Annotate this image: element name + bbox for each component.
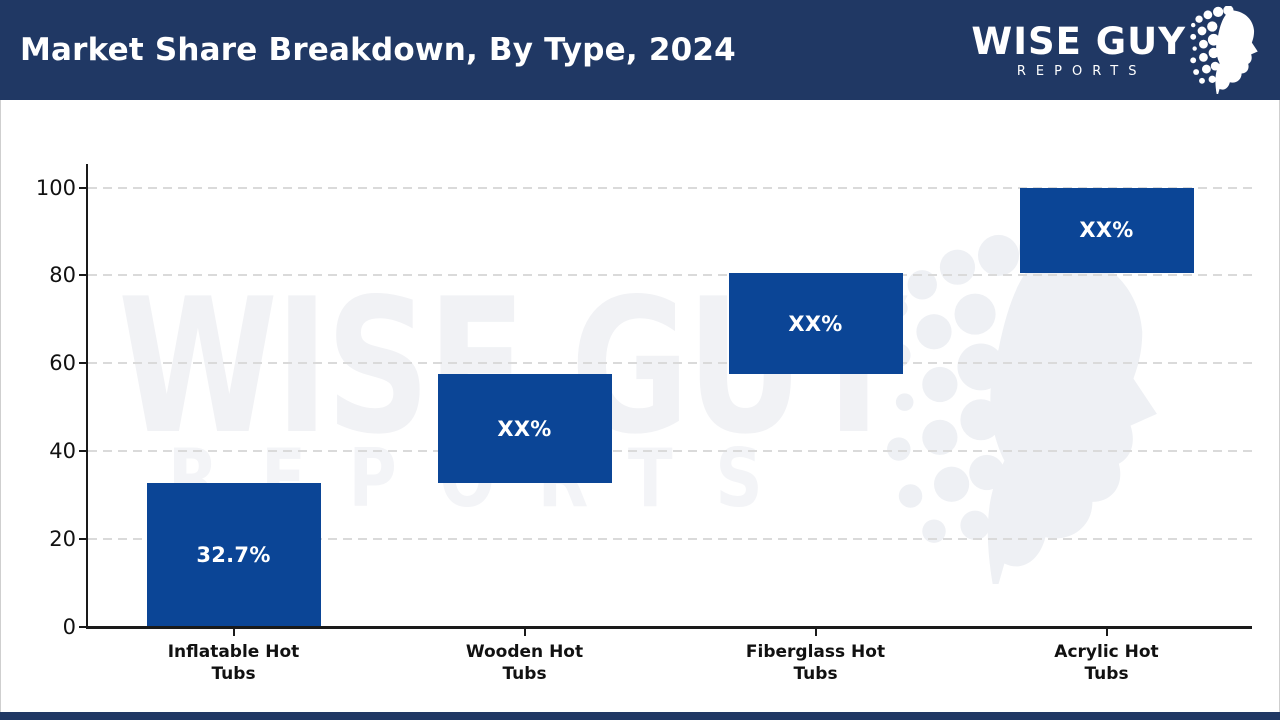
watermark-subtitle: REPORTS	[168, 432, 806, 525]
header-bar: Market Share Breakdown, By Type, 2024 WI…	[0, 0, 1280, 100]
logo-text: WISE GUY REPORTS	[971, 23, 1186, 78]
watermark-dotted-head-icon	[887, 232, 1157, 584]
footer-bar	[0, 712, 1280, 720]
logo-subtitle: REPORTS	[1016, 63, 1147, 79]
logo-wordmark: WISE GUY	[971, 19, 1186, 63]
logo-dotted-head-icon	[1190, 6, 1258, 94]
wise-guy-logo: WISE GUY REPORTS	[971, 6, 1266, 94]
chart-title: Market Share Breakdown, By Type, 2024	[20, 32, 736, 68]
